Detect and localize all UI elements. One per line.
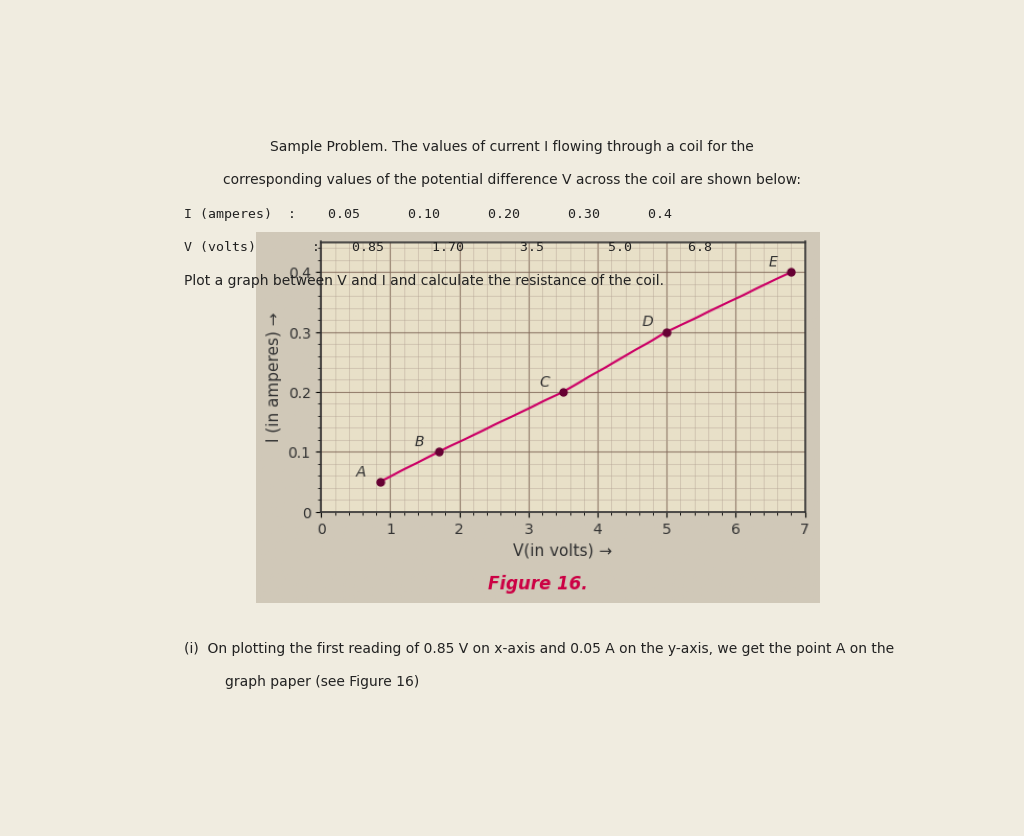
Text: graph paper (see Figure 16): graph paper (see Figure 16) — [225, 675, 420, 689]
Text: I (amperes)  :    0.05      0.10      0.20      0.30      0.4: I (amperes) : 0.05 0.10 0.20 0.30 0.4 — [184, 207, 673, 221]
Text: corresponding values of the potential difference V across the coil are shown bel: corresponding values of the potential di… — [223, 173, 801, 187]
Text: Sample Problem. The values of current I flowing through a coil for the: Sample Problem. The values of current I … — [270, 140, 754, 154]
Text: Plot a graph between V and I and calculate the resistance of the coil.: Plot a graph between V and I and calcula… — [184, 273, 665, 288]
Text: (i)  On plotting the first reading of 0.85 V on x-axis and 0.05 A on the y-axis,: (i) On plotting the first reading of 0.8… — [184, 641, 894, 655]
Text: V (volts)       :    0.85      1.70       3.5        5.0       6.8: V (volts) : 0.85 1.70 3.5 5.0 6.8 — [184, 241, 713, 254]
